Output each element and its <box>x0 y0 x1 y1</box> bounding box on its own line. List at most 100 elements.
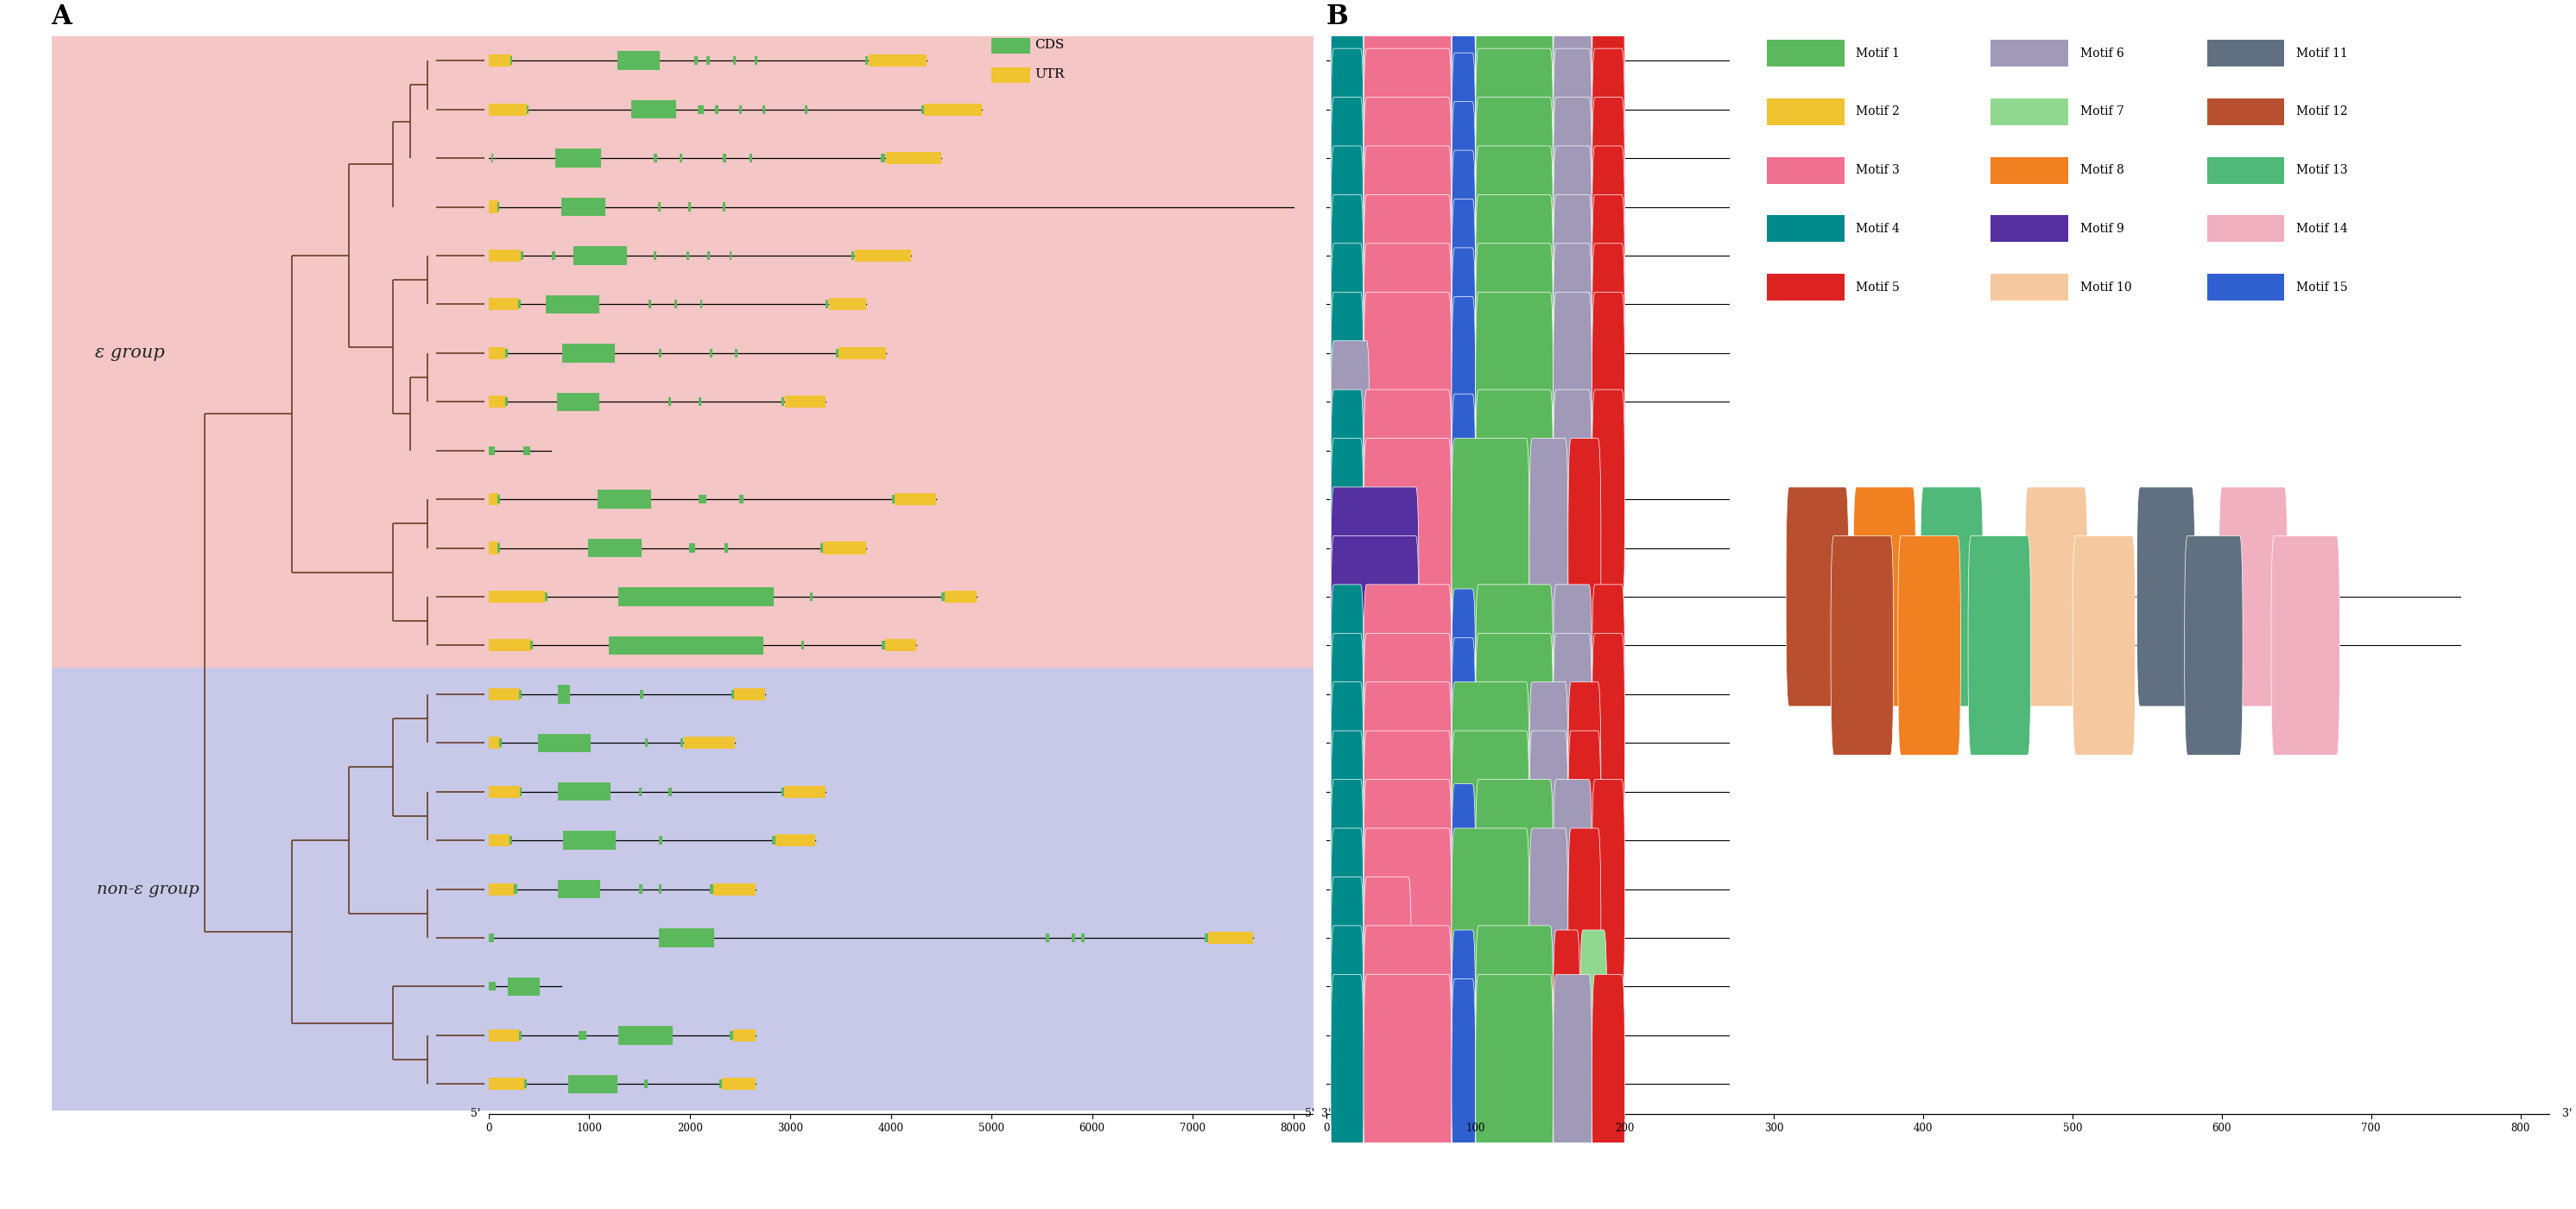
FancyBboxPatch shape <box>1332 389 1363 609</box>
FancyBboxPatch shape <box>1332 780 1363 999</box>
Text: GmGF14i: GmGF14i <box>492 1078 546 1089</box>
Bar <box>762 105 765 114</box>
Text: 2000: 2000 <box>677 1123 703 1134</box>
FancyBboxPatch shape <box>1363 439 1453 658</box>
Text: B: B <box>1327 4 1347 30</box>
FancyBboxPatch shape <box>1899 536 1960 756</box>
Text: GmGF14l: GmGF14l <box>492 299 546 310</box>
Text: GmGF14e: GmGF14e <box>492 1030 549 1041</box>
Bar <box>855 249 912 261</box>
Bar <box>556 393 600 411</box>
Text: non-ε group: non-ε group <box>95 881 198 897</box>
FancyBboxPatch shape <box>1453 730 1530 950</box>
FancyBboxPatch shape <box>1569 439 1600 658</box>
Bar <box>489 982 495 991</box>
FancyBboxPatch shape <box>1476 634 1553 852</box>
Text: Motif 6: Motif 6 <box>2079 47 2123 59</box>
Text: GmGF14b: GmGF14b <box>492 104 549 115</box>
FancyBboxPatch shape <box>1363 828 1453 1047</box>
Bar <box>1082 933 1084 942</box>
Bar <box>489 493 497 505</box>
Text: 8000: 8000 <box>1280 1123 1306 1134</box>
Text: GmGF14o: GmGF14o <box>492 493 549 505</box>
FancyBboxPatch shape <box>1332 97 1363 317</box>
FancyBboxPatch shape <box>1592 780 1625 999</box>
Text: 7000: 7000 <box>1180 1123 1206 1134</box>
FancyBboxPatch shape <box>1968 536 2030 756</box>
FancyBboxPatch shape <box>1553 195 1592 413</box>
FancyBboxPatch shape <box>1453 53 1476 264</box>
Bar <box>693 57 698 65</box>
Bar <box>719 1080 721 1088</box>
FancyBboxPatch shape <box>1476 243 1553 463</box>
Text: GmGF14f: GmGF14f <box>492 591 546 602</box>
Text: GmGF14c: GmGF14c <box>492 884 549 895</box>
Bar <box>1046 933 1048 942</box>
Bar <box>489 446 495 455</box>
FancyBboxPatch shape <box>1332 293 1363 511</box>
FancyBboxPatch shape <box>1553 293 1592 511</box>
Bar <box>510 835 513 845</box>
Bar <box>881 154 886 162</box>
FancyBboxPatch shape <box>1332 0 1363 170</box>
Bar <box>2208 98 2285 126</box>
Bar <box>598 490 652 509</box>
Text: GmGF14d: GmGF14d <box>492 689 549 700</box>
Text: 5': 5' <box>471 1107 482 1118</box>
Text: Motif 15: Motif 15 <box>2295 282 2347 294</box>
FancyBboxPatch shape <box>1592 195 1625 413</box>
FancyBboxPatch shape <box>1553 634 1592 852</box>
Bar <box>2208 40 2285 66</box>
FancyBboxPatch shape <box>1553 97 1592 317</box>
Bar <box>1991 40 2069 66</box>
Bar <box>992 37 1030 53</box>
FancyBboxPatch shape <box>1453 682 1530 901</box>
Text: GmGF14p: GmGF14p <box>492 543 549 554</box>
Bar <box>618 51 659 70</box>
Bar <box>489 786 520 798</box>
FancyBboxPatch shape <box>1592 634 1625 852</box>
FancyBboxPatch shape <box>1453 4 1476 215</box>
FancyBboxPatch shape <box>1530 439 1569 658</box>
Bar <box>569 1075 618 1093</box>
Text: GmGF14g: GmGF14g <box>492 250 549 261</box>
FancyBboxPatch shape <box>1363 682 1453 901</box>
FancyBboxPatch shape <box>1476 97 1553 317</box>
FancyBboxPatch shape <box>1453 439 1530 658</box>
Bar <box>639 787 641 796</box>
Text: 0: 0 <box>484 1123 492 1134</box>
FancyBboxPatch shape <box>1832 536 1893 756</box>
Text: GmGF14s: GmGF14s <box>492 980 546 993</box>
Bar <box>711 885 714 893</box>
Bar <box>706 57 708 65</box>
Bar <box>523 446 531 455</box>
FancyBboxPatch shape <box>1332 439 1363 658</box>
FancyBboxPatch shape <box>1530 828 1569 1047</box>
FancyBboxPatch shape <box>1592 146 1625 365</box>
Bar <box>559 686 569 704</box>
Bar <box>52 34 489 672</box>
Bar <box>489 667 1314 1111</box>
Text: Motif 7: Motif 7 <box>2079 105 2125 117</box>
Bar <box>489 542 497 554</box>
Bar <box>773 835 775 845</box>
Bar <box>587 539 641 557</box>
FancyBboxPatch shape <box>2136 487 2195 706</box>
FancyBboxPatch shape <box>1363 780 1453 999</box>
Text: Motif 12: Motif 12 <box>2295 105 2347 117</box>
Text: GmGF14r: GmGF14r <box>492 932 546 943</box>
Text: 600: 600 <box>2213 1123 2231 1134</box>
FancyBboxPatch shape <box>1453 979 1476 1190</box>
FancyBboxPatch shape <box>2074 536 2136 756</box>
Bar <box>659 929 714 947</box>
FancyBboxPatch shape <box>2272 536 2339 756</box>
Text: Motif 1: Motif 1 <box>1857 47 1901 59</box>
FancyBboxPatch shape <box>1476 389 1553 609</box>
Bar <box>881 641 886 649</box>
Text: 4000: 4000 <box>878 1123 904 1134</box>
FancyBboxPatch shape <box>1476 780 1553 999</box>
Text: Motif 14: Motif 14 <box>2295 222 2349 235</box>
FancyBboxPatch shape <box>1553 584 1592 804</box>
Bar <box>551 251 556 260</box>
Bar <box>1767 98 1844 126</box>
